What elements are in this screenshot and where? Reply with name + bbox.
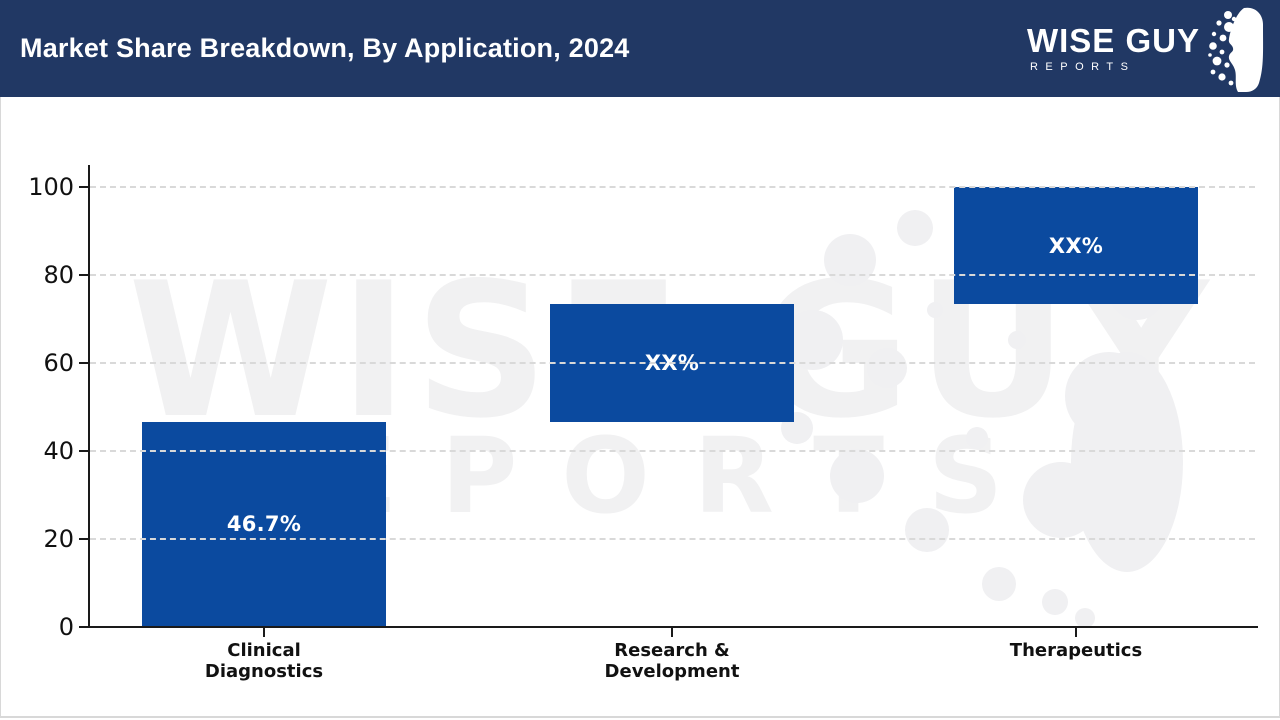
y-tick-mark-20 <box>79 538 88 540</box>
y-tick-mark-0 <box>79 626 88 628</box>
bar-segment-0: 46.7% <box>142 421 386 627</box>
logo-subtitle: REPORTS <box>1029 61 1136 73</box>
wise-guy-reports-logo: WISE GUY REPORTS <box>1027 5 1266 93</box>
y-tick-mark-40 <box>79 450 88 452</box>
x-category-label-1: Research & Development <box>512 640 832 682</box>
y-tick-label-20: 20 <box>43 525 74 553</box>
bar-value-label-0: 46.7% <box>226 512 302 537</box>
gridline-20 <box>90 538 1255 540</box>
y-axis-line <box>88 165 90 628</box>
gridline-60 <box>90 362 1255 364</box>
x-tick-mark-0 <box>263 628 265 637</box>
gridline-40 <box>90 450 1255 452</box>
x-axis-line <box>88 626 1258 628</box>
y-tick-mark-60 <box>79 362 88 364</box>
x-category-line: Therapeutics <box>1009 640 1143 661</box>
page-title: Market Share Breakdown, By Application, … <box>20 33 630 63</box>
header-bar: Market Share Breakdown, By Application, … <box>0 0 1280 97</box>
x-category-label-2: Therapeutics <box>916 640 1236 661</box>
x-category-line: Research & <box>614 640 730 661</box>
logo-text: WISE GUY REPORTS <box>1027 24 1200 73</box>
y-tick-label-0: 0 <box>58 613 74 641</box>
gridline-80 <box>90 274 1255 276</box>
y-tick-label-60: 60 <box>43 349 74 377</box>
x-tick-mark-2 <box>1075 628 1077 637</box>
y-tick-mark-100 <box>79 186 88 188</box>
bar-segment-2: XX% <box>954 187 1198 305</box>
logo-wordmark: WISE GUY <box>1026 22 1200 59</box>
dotted-face-icon <box>1208 7 1264 92</box>
gridline-100 <box>90 186 1255 188</box>
x-category-line: Diagnostics <box>204 661 324 682</box>
x-category-label-0: Clinical Diagnostics <box>104 640 424 682</box>
left-hairline <box>0 97 1 717</box>
x-category-line: Development <box>604 661 740 682</box>
y-tick-mark-80 <box>79 274 88 276</box>
y-tick-label-80: 80 <box>43 261 74 289</box>
y-tick-label-100: 100 <box>28 173 74 201</box>
y-tick-label-40: 40 <box>43 437 74 465</box>
x-tick-mark-1 <box>671 628 673 637</box>
bar-value-label-2: XX% <box>1048 233 1104 258</box>
x-category-line: Clinical <box>227 640 301 661</box>
bottom-hairline <box>0 716 1280 718</box>
